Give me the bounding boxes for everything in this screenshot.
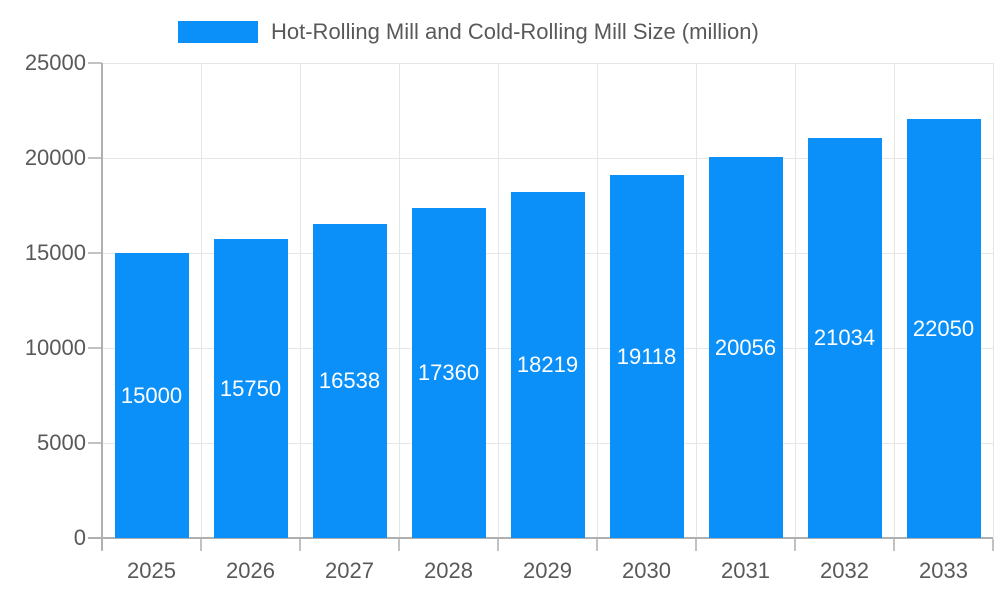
x-axis-tick	[398, 539, 400, 551]
bar-value-label: 16538	[318, 368, 381, 393]
bar-2033[interactable]	[906, 119, 981, 538]
x-axis-tick	[596, 539, 598, 551]
x-axis-tick-label: 2027	[325, 558, 374, 583]
x-axis-tick-label: 2025	[127, 558, 176, 583]
x-axis-tick-label: 2030	[622, 558, 671, 583]
y-axis-tick-label: 10000	[24, 335, 86, 360]
x-axis-tick	[497, 539, 499, 551]
gridline-horizontal	[102, 157, 993, 159]
x-axis-tick-label: 2033	[919, 558, 968, 583]
x-axis-tick-label: 2032	[820, 558, 869, 583]
y-axis-tick-label: 15000	[24, 240, 86, 265]
bar-2032[interactable]	[807, 138, 882, 538]
bar-2029[interactable]	[510, 192, 585, 538]
gridline-vertical	[398, 63, 400, 538]
bar-value-label: 22050	[912, 315, 975, 341]
bar-2028[interactable]	[411, 208, 486, 538]
gridline-horizontal	[102, 62, 993, 64]
plot-area: 15000 15750 16538 17360 18219 19118 20056 21034…	[25, 50, 994, 583]
gridline-vertical	[794, 63, 796, 538]
bar-value-label: 20056	[714, 334, 777, 360]
y-axis-tick-label: 0	[73, 525, 86, 550]
gridline-vertical	[695, 63, 697, 538]
x-axis-tick	[695, 539, 697, 551]
y-axis-tick	[88, 442, 102, 444]
bar-2026[interactable]	[213, 239, 288, 538]
x-axis-tick	[893, 539, 895, 551]
x-axis-tick-label: 2029	[523, 558, 572, 583]
bar-value-label: 15000	[120, 382, 183, 408]
y-axis-tick	[88, 62, 102, 64]
legend-label: Hot-Rolling Mill and Cold-Rolling Mill S…	[271, 19, 759, 44]
chart-legend[interactable]: Hot-Rolling Mill and Cold-Rolling Mill S…	[178, 19, 759, 45]
bar-value-label: 17360	[417, 360, 480, 385]
x-axis-tick	[299, 539, 301, 551]
gridline-vertical	[200, 63, 202, 538]
bar-value-label: 21034	[813, 325, 876, 350]
gridline-vertical	[497, 63, 499, 538]
bar-2031[interactable]	[708, 157, 783, 538]
x-axis-tick-label: 2031	[721, 558, 770, 583]
gridline-vertical	[299, 63, 301, 538]
gridline-vertical	[992, 63, 994, 538]
bar-value-label: 15750	[219, 375, 282, 401]
bar-value-label: 19118	[616, 343, 677, 369]
gridline-vertical	[893, 63, 895, 538]
bar-value-label: 18219	[516, 352, 579, 377]
x-axis-tick	[992, 539, 994, 551]
y-axis-tick	[88, 347, 102, 349]
gridline-vertical	[596, 63, 598, 538]
y-axis-tick	[88, 157, 102, 159]
bar-2025[interactable]	[114, 253, 189, 538]
x-axis-tick-label: 2028	[424, 558, 473, 583]
y-axis-tick-label: 25000	[24, 50, 86, 75]
y-axis-tick-label: 5000	[37, 430, 86, 455]
x-axis-tick	[794, 539, 796, 551]
x-axis-tick-label: 2026	[226, 558, 275, 583]
y-axis-tick-label: 20000	[24, 145, 86, 170]
x-axis-line	[88, 537, 993, 539]
bar-2027[interactable]	[312, 224, 387, 538]
y-axis-line	[101, 63, 103, 550]
x-axis-tick	[200, 539, 202, 551]
legend-swatch-icon	[178, 21, 258, 43]
bar-2030[interactable]	[609, 175, 684, 538]
y-axis-tick	[88, 252, 102, 254]
